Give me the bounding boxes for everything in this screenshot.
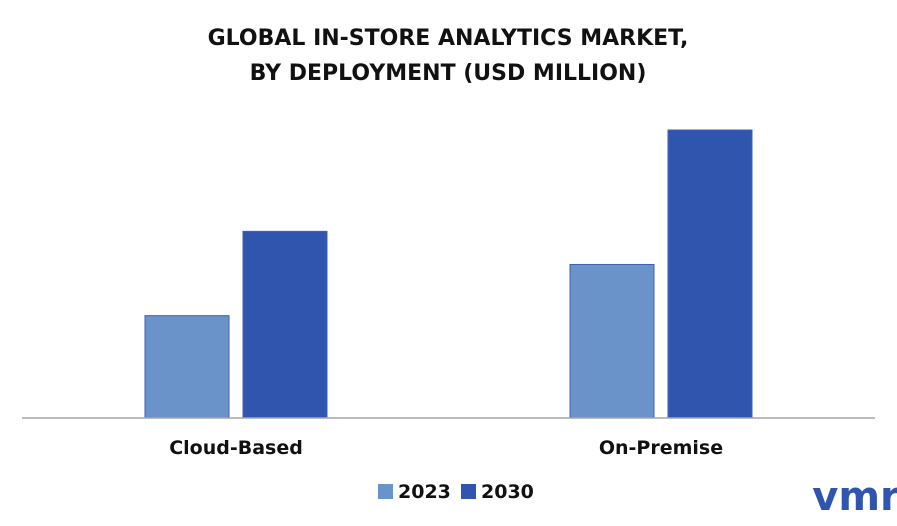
- bars-group: [144, 129, 753, 419]
- legend-swatch-2030: [461, 484, 476, 499]
- vmr-logo: vmr: [812, 474, 897, 520]
- legend-label-2030: 2030: [481, 481, 534, 503]
- bar-cloud-based-2030: [242, 230, 328, 419]
- legend-swatch-2023: [378, 484, 393, 499]
- category-labels: Cloud-Based On-Premise: [169, 437, 723, 459]
- bar-on-premise-2030: [667, 129, 753, 419]
- chart-subtitle: BY DEPLOYMENT (USD MILLION): [250, 61, 647, 86]
- legend: 2023 2030: [378, 481, 534, 503]
- bar-cloud-based-2023: [144, 315, 230, 419]
- category-label: On-Premise: [599, 437, 723, 459]
- category-label: Cloud-Based: [169, 437, 303, 459]
- chart-title: GLOBAL IN-STORE ANALYTICS MARKET,: [208, 26, 689, 51]
- logo-text: vmr: [812, 474, 897, 520]
- bar-on-premise-2023: [569, 263, 655, 419]
- legend-label-2023: 2023: [398, 481, 451, 503]
